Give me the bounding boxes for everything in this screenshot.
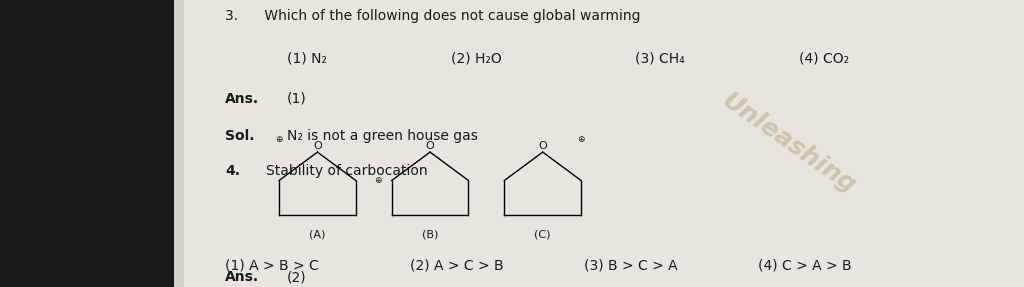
Text: O: O — [313, 141, 322, 151]
Bar — [0, 0, 174, 287]
Text: 3.      Which of the following does not cause global warming: 3. Which of the following does not cause… — [225, 9, 641, 23]
Bar — [184, 0, 1024, 287]
Text: O: O — [426, 141, 434, 151]
Text: (2): (2) — [287, 270, 306, 284]
Text: Sol.: Sol. — [225, 129, 255, 143]
Text: O: O — [539, 141, 547, 151]
Text: (C): (C) — [535, 230, 551, 240]
Text: (1) A > B > C: (1) A > B > C — [225, 258, 319, 272]
Text: (1): (1) — [287, 92, 306, 106]
Text: ⊕: ⊕ — [578, 135, 585, 144]
Text: (1) N₂: (1) N₂ — [287, 52, 327, 66]
Text: Stability of carbocation: Stability of carbocation — [266, 164, 428, 178]
Text: (3) B > C > A: (3) B > C > A — [584, 258, 677, 272]
Text: ⊕: ⊕ — [275, 135, 283, 144]
Text: 4.: 4. — [225, 164, 241, 178]
Text: (A): (A) — [309, 230, 326, 240]
Text: (B): (B) — [422, 230, 438, 240]
Text: Ans.: Ans. — [225, 270, 259, 284]
Text: (3) CH₄: (3) CH₄ — [635, 52, 685, 66]
Text: (2) H₂O: (2) H₂O — [451, 52, 502, 66]
Text: Ans.: Ans. — [225, 92, 259, 106]
Text: Unleashing: Unleashing — [717, 88, 860, 199]
Text: (4) C > A > B: (4) C > A > B — [758, 258, 851, 272]
Text: N₂ is not a green house gas: N₂ is not a green house gas — [287, 129, 477, 143]
Text: (2) A > C > B: (2) A > C > B — [410, 258, 503, 272]
Text: (4) CO₂: (4) CO₂ — [799, 52, 849, 66]
Text: ⊕: ⊕ — [374, 176, 381, 185]
